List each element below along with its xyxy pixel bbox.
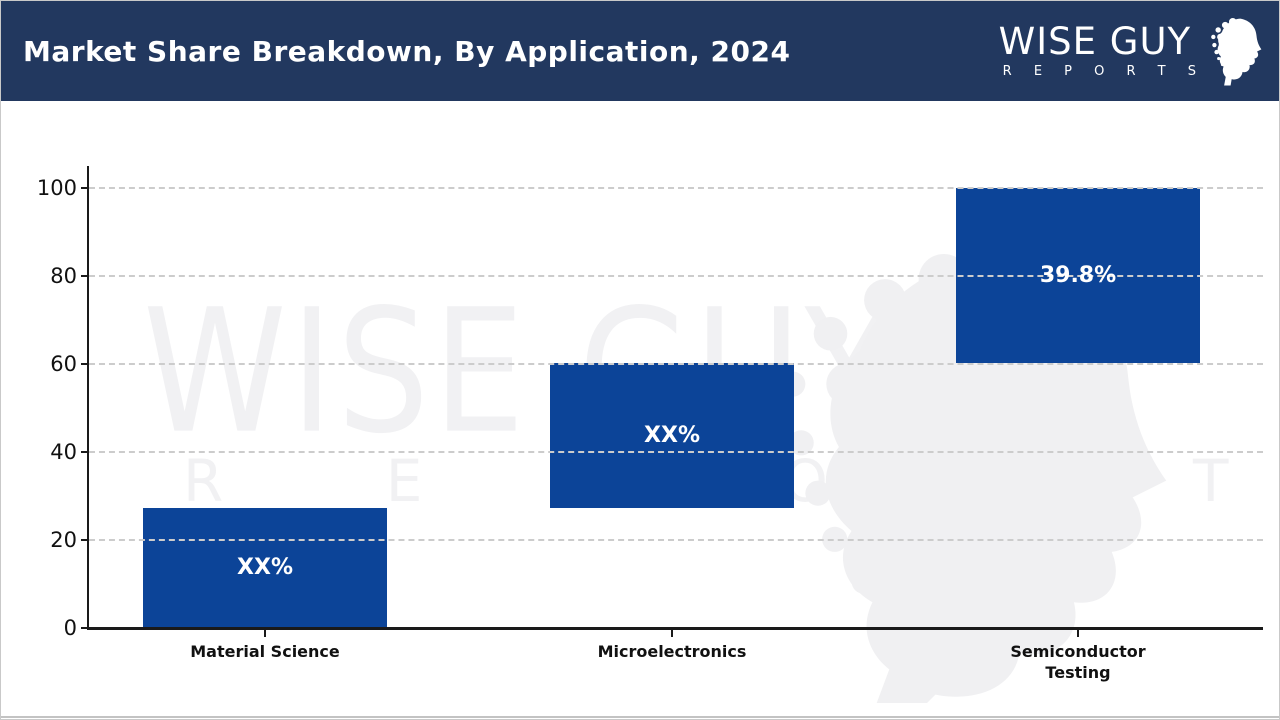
watermark-head-icon [780,253,1167,703]
y-tick-label: 80 [50,264,77,288]
brand-name: WISE GUY [998,19,1192,63]
bottom-border-line [1,716,1279,718]
x-axis-tick [264,630,266,637]
gridline-40 [89,451,1263,453]
brand-head-icon [1211,18,1262,86]
brand-logo-text: WISE GUY R E P O R T S [998,19,1205,80]
header: Market Share Breakdown, By Application, … [1,1,1279,101]
gridline-20 [89,539,1263,541]
y-axis-tick [81,187,88,189]
gridline-100 [89,187,1263,189]
x-axis-tick [1077,630,1079,637]
y-tick-label: 60 [50,352,77,376]
x-axis-line [87,627,1263,630]
brand-logo: WISE GUY R E P O R T S [999,13,1263,89]
y-axis-tick [81,539,88,541]
bar-value-label: 39.8% [1039,262,1117,288]
y-tick-label: 40 [50,440,77,464]
y-tick-label: 100 [36,176,77,200]
x-category-label-3: Semiconductor Testing [1010,642,1146,682]
gridline-60 [89,363,1263,365]
bar-value-label: XX% [237,554,293,580]
y-axis-tick [81,363,88,365]
y-tick-label: 0 [63,616,77,640]
chart-title: Market Share Breakdown, By Application, … [23,34,791,68]
x-category-label-1: Material Science [190,642,340,661]
bar-material-science [143,507,387,628]
y-axis-tick [81,451,88,453]
brand-subtitle: R E P O R T S [1002,63,1205,79]
x-category-label-2: Microelectronics [597,642,747,661]
y-axis-tick [81,275,88,277]
bar-microelectronics [550,363,794,508]
x-axis-tick [671,630,673,637]
y-axis-line [87,166,89,630]
gridline-80 [89,275,1263,277]
bar-value-label: XX% [644,422,700,448]
y-tick-label: 20 [50,528,77,552]
y-axis-tick [81,627,88,629]
